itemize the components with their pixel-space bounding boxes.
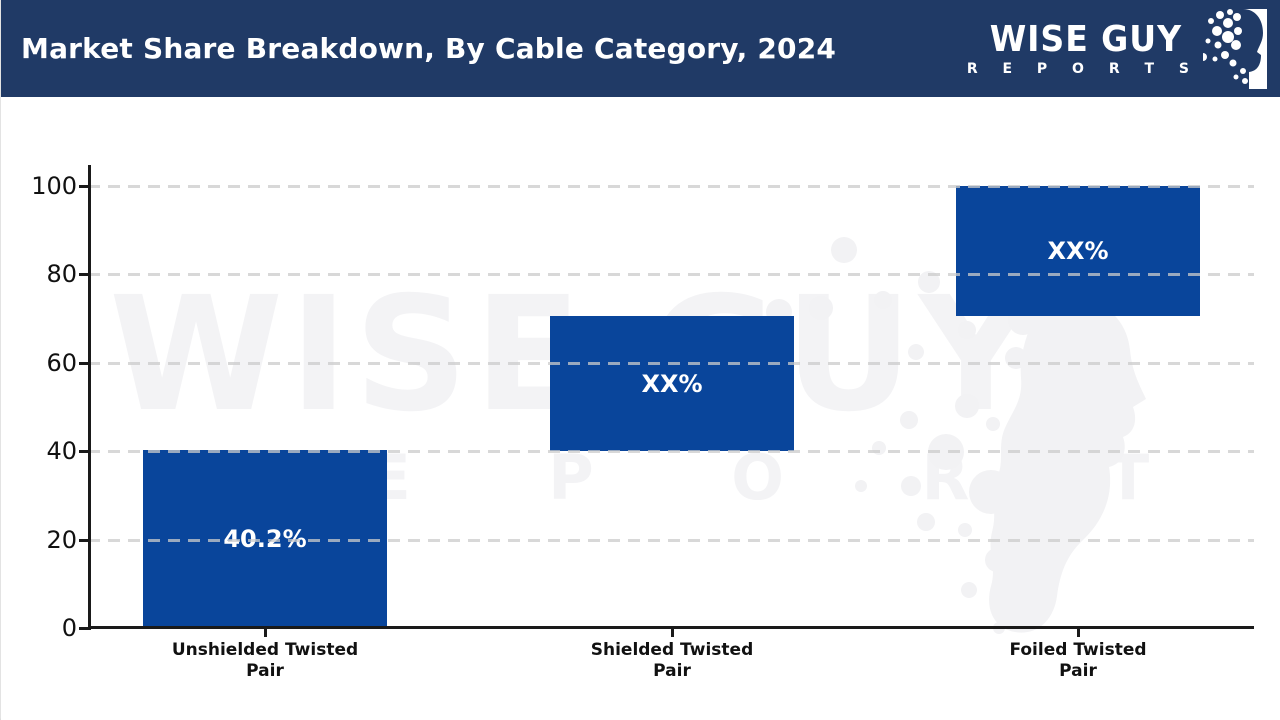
y-tick-label: 40 bbox=[46, 437, 77, 465]
gridline bbox=[88, 539, 1254, 542]
y-axis-tick bbox=[79, 185, 88, 188]
logo-subtitle: R E P O R T S bbox=[966, 60, 1199, 77]
x-axis-tick bbox=[1077, 628, 1080, 637]
x-axis-tick bbox=[671, 628, 674, 637]
gridline bbox=[88, 362, 1254, 365]
y-tick-label: 0 bbox=[61, 614, 77, 642]
bar-segment: XX% bbox=[956, 186, 1200, 316]
y-tick-label: 20 bbox=[46, 526, 77, 554]
y-axis-tick bbox=[79, 450, 88, 453]
plot-area: WISE GUY R E P O R T S 40.2% XX% XX% 0 20 40 6… bbox=[1, 97, 1280, 720]
x-category-label-line: Pair bbox=[653, 661, 691, 681]
bar-segment: XX% bbox=[550, 316, 794, 451]
x-category-label-line: Shielded Twisted bbox=[590, 640, 754, 660]
chart-title: Market Share Breakdown, By Cable Categor… bbox=[21, 32, 837, 65]
y-tick-label: 80 bbox=[46, 260, 77, 288]
header-bar: Market Share Breakdown, By Cable Categor… bbox=[1, 0, 1280, 97]
x-category-label-line: Unshielded Twisted bbox=[171, 640, 359, 660]
x-category-label-line: Pair bbox=[1059, 661, 1097, 681]
gridline bbox=[88, 185, 1254, 188]
y-axis-tick bbox=[79, 362, 88, 365]
wiseguy-logo: WISE GUY R E P O R T S bbox=[957, 7, 1267, 91]
y-axis-tick bbox=[79, 539, 88, 542]
x-axis-tick bbox=[264, 628, 267, 637]
x-category-label: Shielded Twisted Pair bbox=[512, 640, 832, 682]
logo-text: WISE GUY R E P O R T S bbox=[957, 18, 1199, 77]
x-category-label-line: Pair bbox=[246, 661, 284, 681]
bar-value-label: XX% bbox=[1047, 237, 1109, 265]
x-axis-line bbox=[88, 626, 1254, 629]
y-tick-label: 100 bbox=[31, 172, 77, 200]
y-axis-tick bbox=[79, 627, 88, 630]
logo-head-icon bbox=[1203, 8, 1267, 89]
logo-wordmark: WISE GUY bbox=[990, 18, 1183, 60]
bar-value-label: XX% bbox=[641, 369, 703, 398]
gridline bbox=[88, 450, 1254, 453]
y-axis-line bbox=[88, 165, 91, 630]
x-category-label-line: Foiled Twisted bbox=[1009, 640, 1147, 660]
x-category-label: Foiled Twisted Pair bbox=[918, 640, 1238, 682]
y-tick-label: 60 bbox=[46, 349, 77, 377]
y-axis-tick bbox=[79, 273, 88, 276]
gridline bbox=[88, 273, 1254, 276]
x-category-label: Unshielded Twisted Pair bbox=[105, 640, 425, 682]
